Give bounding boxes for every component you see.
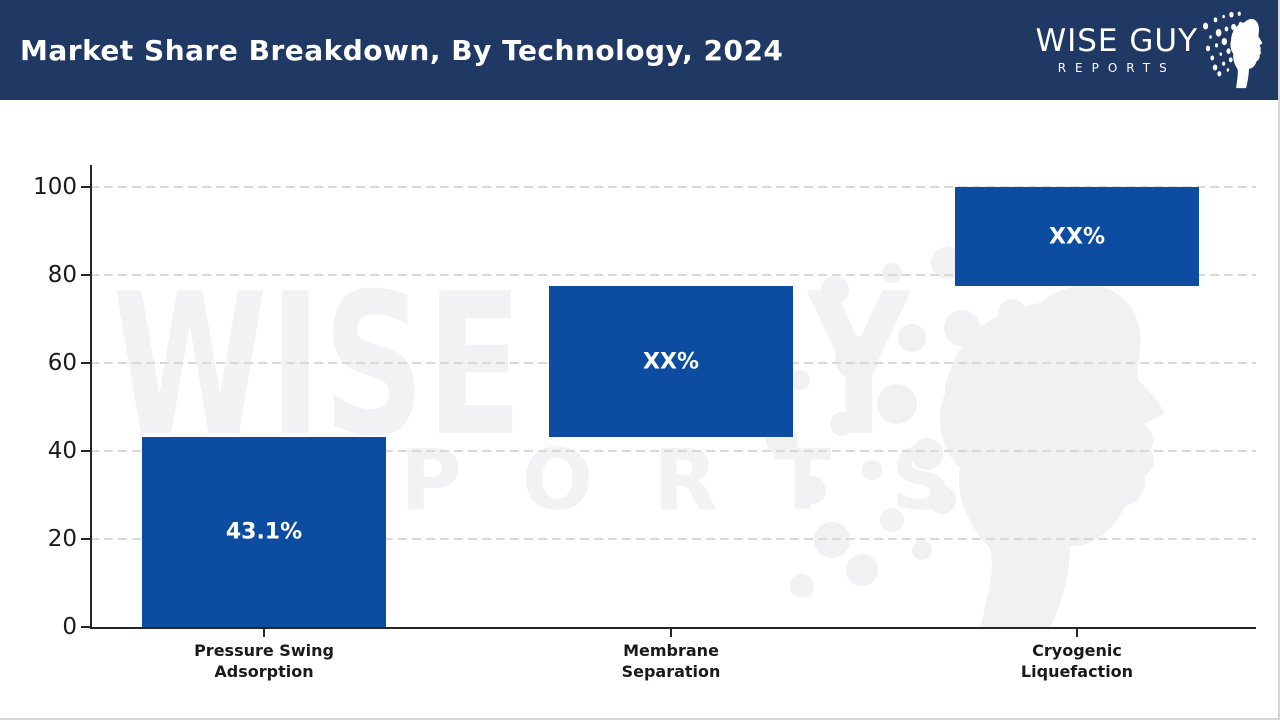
ytick-label-60: 60: [47, 350, 77, 376]
header-band: Market Share Breakdown, By Technology, 2…: [0, 0, 1278, 100]
category-label-3: Cryogenic Liquefaction: [1021, 641, 1133, 683]
bar-3: [955, 187, 1199, 286]
bar-value-label-1: 43.1%: [225, 519, 303, 545]
gridline-40: [90, 450, 1256, 452]
category-label-line: Pressure Swing: [194, 641, 334, 660]
ytick-mark-80: [81, 274, 90, 276]
ytick-label-20: 20: [47, 526, 77, 552]
logo-name-text: WISE GUY: [1035, 23, 1198, 59]
gridline-100: [90, 186, 1256, 188]
ytick-label-100: 100: [33, 174, 77, 200]
category-label-2: Membrane Separation: [622, 641, 721, 683]
xtick-mark-2: [670, 629, 672, 637]
ytick-mark-20: [81, 538, 90, 540]
gridline-20: [90, 538, 1256, 540]
gridline-80: [90, 274, 1256, 276]
bar-value-label-3: XX%: [1049, 224, 1105, 249]
bar-2: [549, 286, 793, 438]
x-axis: [90, 627, 1256, 629]
wiseguy-logo-text: WISE GUY REPORTS: [1035, 23, 1198, 75]
category-label-line: Membrane: [623, 641, 719, 660]
logo-sub-text: REPORTS: [1057, 61, 1176, 75]
ytick-mark-100: [81, 186, 90, 188]
category-label-line: Cryogenic: [1032, 641, 1122, 660]
ytick-mark-60: [81, 362, 90, 364]
page-title: Market Share Breakdown, By Technology, 2…: [20, 34, 784, 67]
wiseguy-face-icon: [1202, 11, 1263, 89]
bar-value-label-2: XX%: [643, 349, 699, 375]
ytick-label-0: 0: [62, 614, 77, 640]
category-label-line: Liquefaction: [1020, 661, 1134, 681]
xtick-mark-3: [1076, 629, 1078, 637]
category-label-line: Adsorption: [214, 661, 314, 681]
y-axis: [90, 165, 92, 629]
wiseguy-logo: WISE GUY REPORTS: [1035, 8, 1266, 90]
bar-1: [142, 437, 386, 627]
ytick-label-80: 80: [47, 262, 77, 288]
xtick-mark-1: [263, 629, 265, 637]
watermark-face-icon: [745, 246, 1164, 628]
ytick-mark-40: [81, 450, 90, 452]
ytick-label-40: 40: [47, 438, 77, 464]
category-label-line: Separation: [621, 661, 721, 681]
category-label-1: Pressure Swing Adsorption: [194, 641, 334, 683]
ytick-mark-0: [81, 626, 90, 628]
